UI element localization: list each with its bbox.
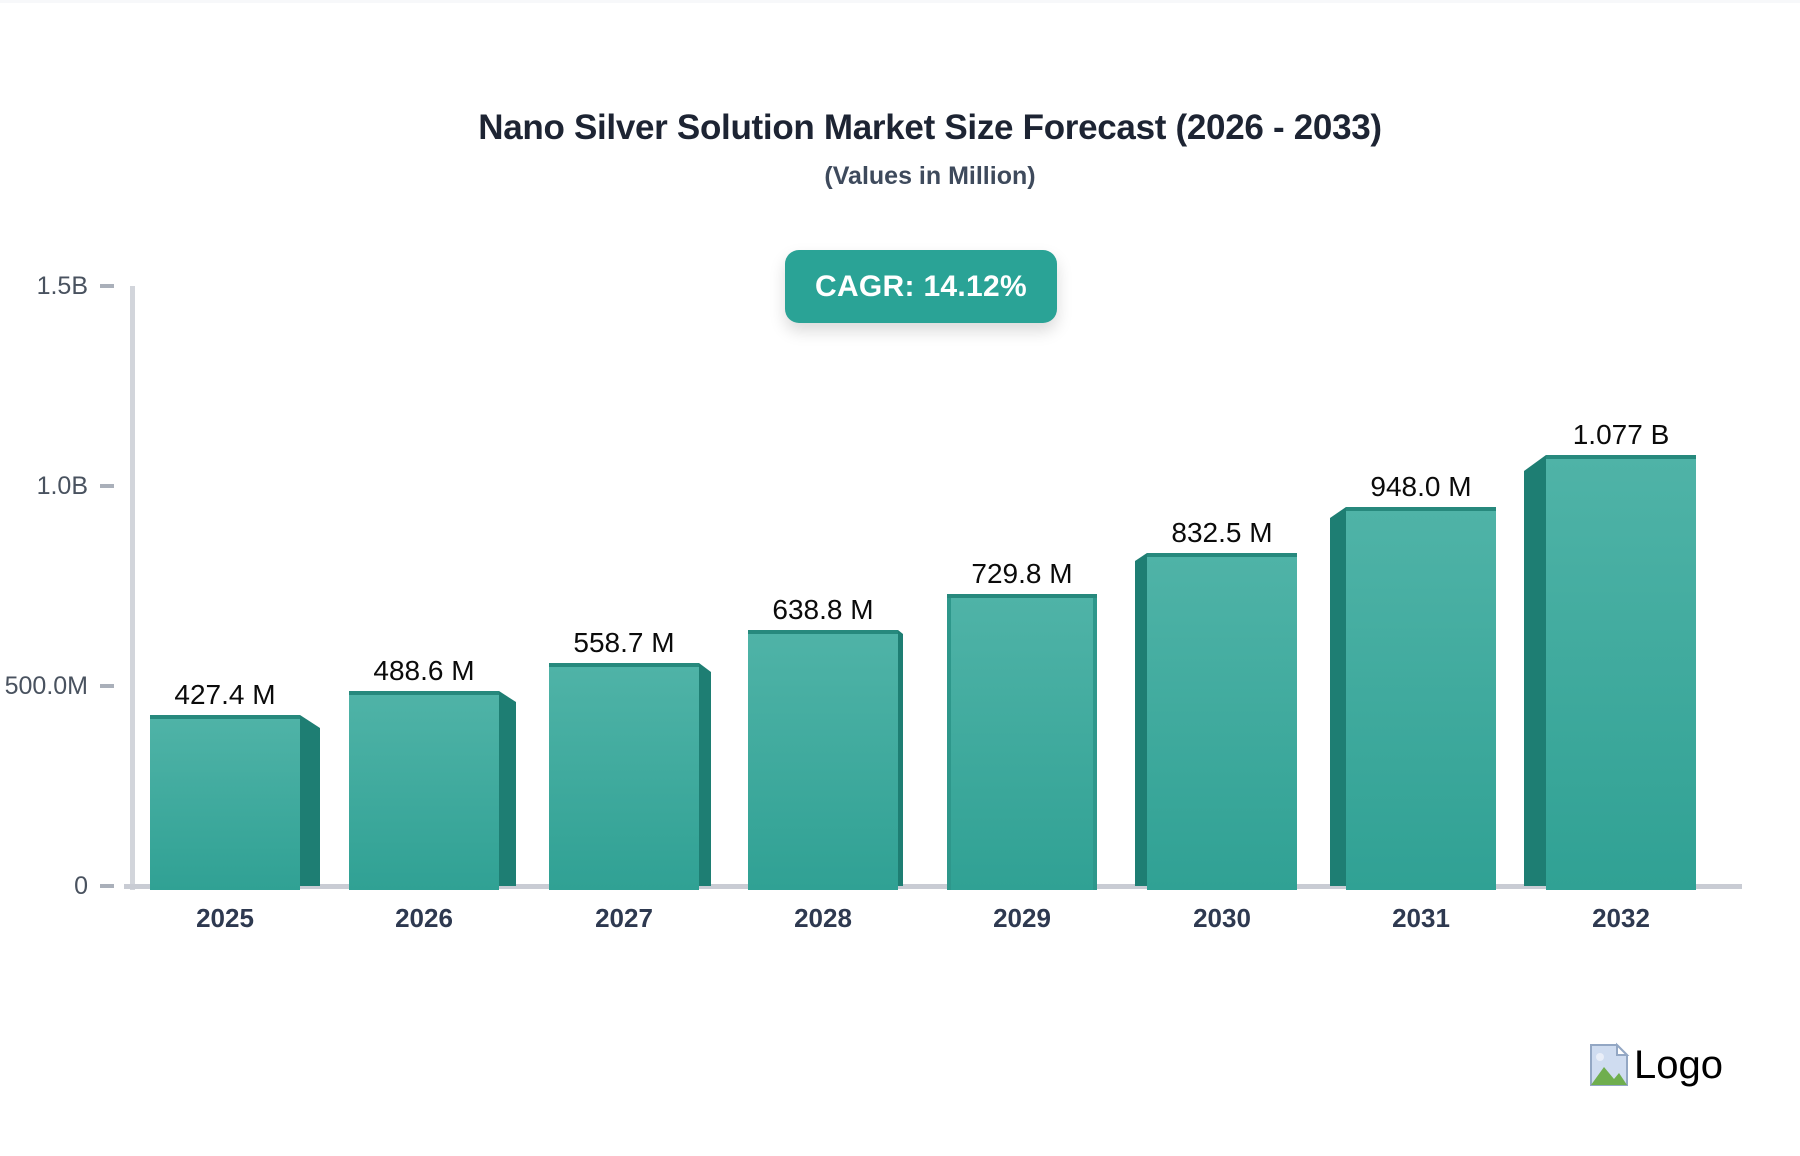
- bar-3d-side: [1330, 507, 1346, 886]
- x-axis-label: 2026: [395, 903, 453, 933]
- y-axis-tick: [100, 684, 114, 688]
- logo: Logo: [1586, 1042, 1723, 1088]
- bar: [748, 630, 898, 890]
- bar-3d-side: [1524, 455, 1546, 886]
- bar: [947, 594, 1097, 890]
- y-axis-tick: [100, 484, 114, 488]
- y-axis-tick-label: 1.5B: [36, 272, 88, 300]
- x-axis-label: 2025: [196, 903, 254, 933]
- bar-3d-side: [699, 663, 711, 886]
- x-axis-label: 2031: [1392, 903, 1450, 933]
- bar: [150, 715, 300, 890]
- bar-3d-side: [300, 715, 320, 886]
- bar-value-label: 427.4 M: [174, 679, 276, 710]
- y-axis-tick-label: 1.0B: [36, 472, 88, 500]
- y-axis-tick: [100, 284, 114, 288]
- page-top-border: [0, 0, 1800, 3]
- bar: [549, 663, 699, 890]
- bar: [1346, 507, 1496, 890]
- y-axis-tick-label: 500.0M: [4, 672, 88, 700]
- x-axis-label: 2029: [993, 903, 1051, 933]
- bar-value-label: 832.5 M: [1171, 517, 1273, 548]
- y-axis-line: [130, 286, 135, 890]
- bar-3d-side: [499, 691, 516, 886]
- bar-3d-side: [898, 630, 903, 886]
- cagr-badge-label: CAGR: 14.12%: [814, 269, 1027, 303]
- bar-3d-side: [1135, 553, 1147, 886]
- bar: [349, 691, 499, 890]
- bar: [1546, 455, 1696, 890]
- bar-value-label: 948.0 M: [1370, 471, 1472, 502]
- x-axis-label: 2030: [1193, 903, 1251, 933]
- broken-image-icon: [1590, 1042, 1630, 1086]
- bar-value-label: 729.8 M: [971, 558, 1073, 589]
- x-axis-label: 2032: [1592, 903, 1650, 933]
- y-axis-tick: [100, 884, 114, 888]
- x-axis-label: 2028: [794, 903, 852, 933]
- bar: [1147, 553, 1297, 890]
- x-axis-label: 2027: [595, 903, 653, 933]
- chart-subtitle: (Values in Million): [824, 162, 1036, 190]
- bar-value-label: 558.7 M: [573, 627, 675, 658]
- y-axis-tick-label: 0: [74, 872, 88, 900]
- chart-title: Nano Silver Solution Market Size Forecas…: [478, 108, 1382, 147]
- bar-value-label: 638.8 M: [772, 594, 874, 625]
- logo-text: Logo: [1634, 1043, 1723, 1087]
- cagr-badge: CAGR: 14.12%: [785, 250, 1057, 323]
- bar-value-label: 1.077 B: [1572, 419, 1670, 450]
- bar-value-label: 488.6 M: [373, 655, 475, 686]
- x-axis-baseline: [124, 884, 1742, 889]
